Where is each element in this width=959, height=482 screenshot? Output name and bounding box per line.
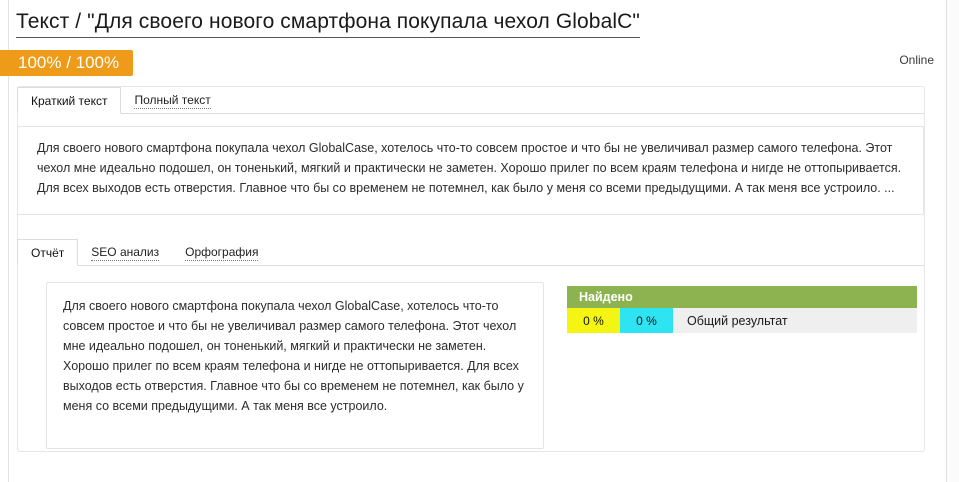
results-table-header: Найдено — [567, 286, 917, 308]
report-text-content: Для своего нового смартфона покупала чех… — [63, 299, 524, 413]
tab-report[interactable]: Отчёт — [17, 239, 79, 266]
tab-full-text[interactable]: Полный текст — [121, 87, 223, 113]
result-row-label: Общий результат — [673, 308, 917, 333]
tab-seo-analysis-label: SEO анализ — [91, 245, 160, 261]
table-row: 0 % 0 % Общий результат — [567, 308, 917, 333]
right-gutter-background — [947, 0, 959, 482]
result-percent-cyan: 0 % — [620, 308, 673, 333]
left-gutter-divider — [8, 0, 9, 482]
report-text-box: Для своего нового смартфона покупала чех… — [46, 282, 544, 449]
short-text-box: Для своего нового смартфона покупала чех… — [17, 126, 924, 215]
tab-report-label: Отчёт — [31, 246, 65, 260]
tab-full-text-label: Полный текст — [134, 93, 211, 109]
short-text-content: Для своего нового смартфона покупала чех… — [37, 141, 902, 195]
status-badge: Online — [899, 53, 934, 67]
page-title: Текст / "Для своего нового смартфона пок… — [16, 8, 640, 38]
right-gutter-divider — [946, 0, 947, 482]
text-tabs: Краткий текст Полный текст — [17, 87, 924, 114]
results-table: Найдено 0 % 0 % Общий результат — [567, 286, 917, 333]
tab-seo-analysis[interactable]: SEO анализ — [78, 239, 172, 265]
analysis-tabs-baseline — [17, 265, 924, 266]
tab-short-text-label: Краткий текст — [31, 94, 108, 108]
tab-spelling-label: Орфография — [185, 245, 259, 261]
score-badge: 100% / 100% — [0, 50, 134, 76]
analysis-tabs: Отчёт SEO анализ Орфография — [17, 239, 924, 266]
text-tabs-baseline — [17, 113, 924, 114]
tab-spelling[interactable]: Орфография — [172, 239, 271, 265]
tab-short-text[interactable]: Краткий текст — [17, 87, 122, 114]
result-percent-yellow: 0 % — [567, 308, 620, 333]
